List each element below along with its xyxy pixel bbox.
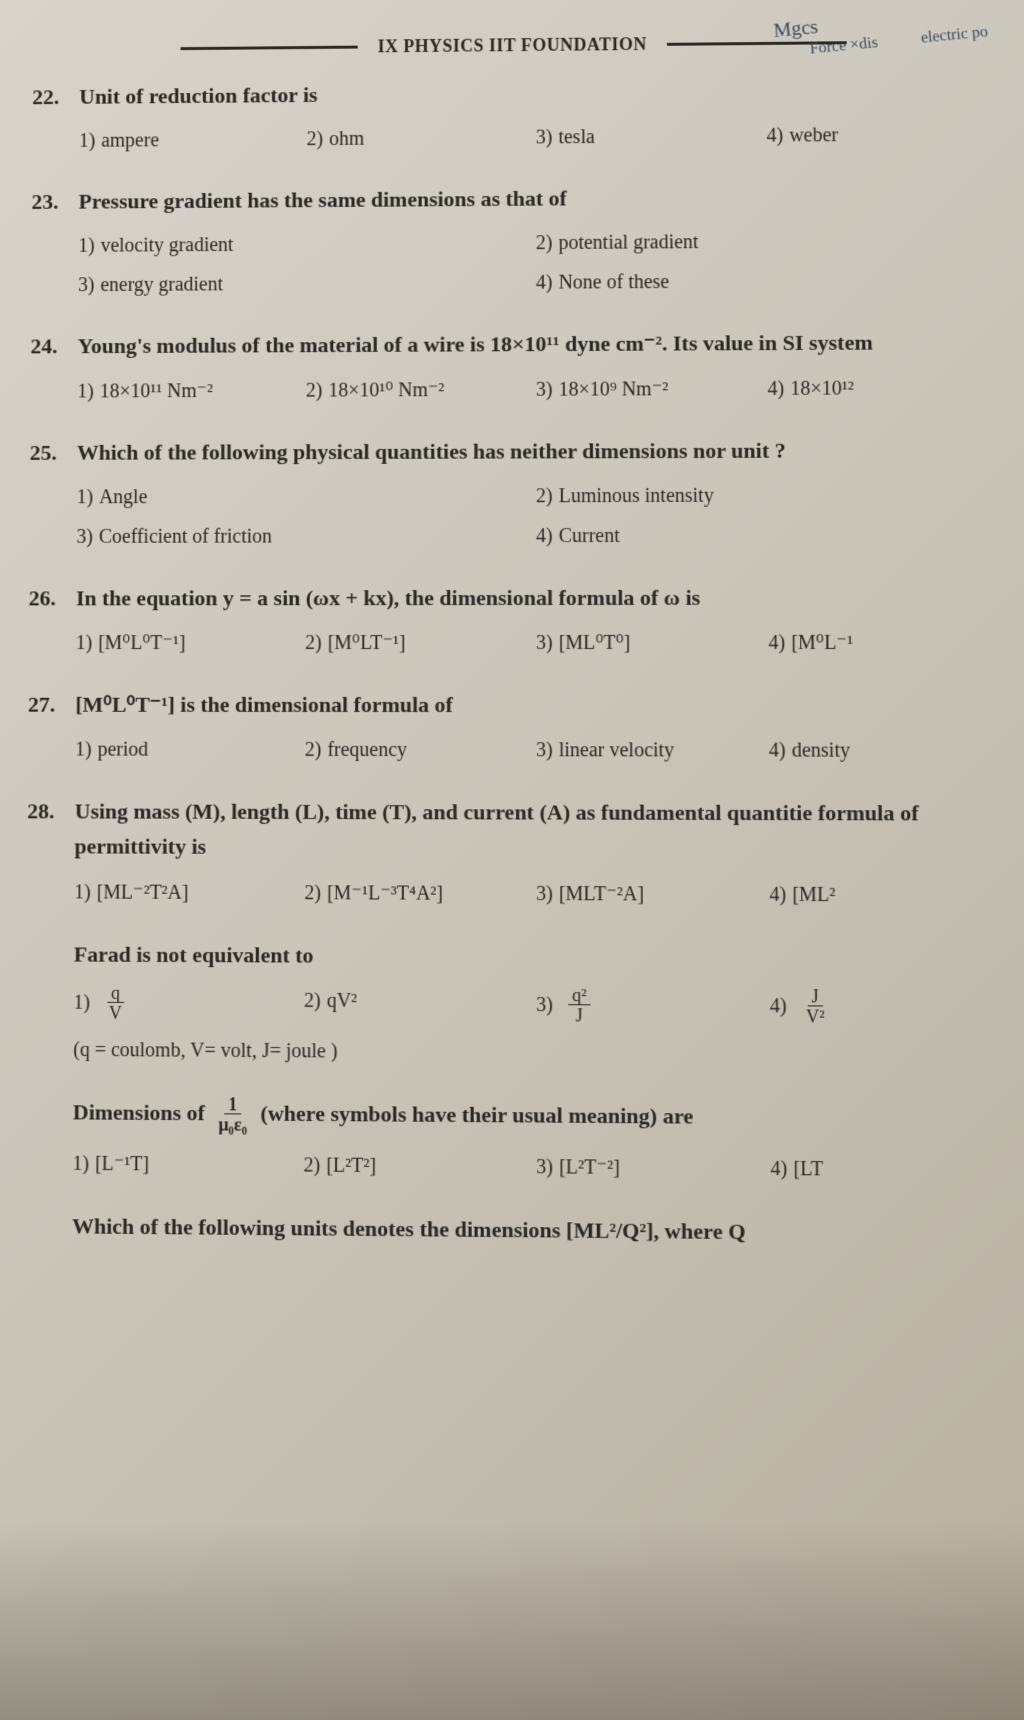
option: 2)[M⁰LT⁻¹]	[305, 627, 536, 659]
rule-left	[181, 46, 358, 51]
question-number: 26.	[29, 580, 63, 615]
page-header: IX PHYSICS IIT FOUNDATION Mgcs Force ×di…	[33, 31, 999, 60]
option: 3)[ML⁰T⁰]	[536, 627, 768, 659]
option: 4) JV²	[770, 987, 1005, 1029]
option: 3) q²J	[536, 986, 770, 1028]
option: 2)qV²	[304, 984, 536, 1026]
question-note: (q = coulomb, V= volt, J= joule )	[25, 1034, 1005, 1072]
option: 2)18×10¹⁰ Nm⁻²	[306, 374, 536, 407]
question-22: 22. Unit of reduction factor is 1)ampere…	[32, 72, 999, 158]
question-text: Using mass (M), length (L), time (T), an…	[74, 794, 1004, 867]
option: 1)Angle	[77, 480, 536, 513]
question-text: Which of the following units denotes the…	[72, 1208, 1007, 1252]
option: 1) qV	[73, 983, 304, 1025]
option: 2)potential gradient	[536, 225, 1000, 260]
option: 3)[MLT⁻²A]	[536, 877, 769, 910]
question-number: 25.	[30, 435, 64, 470]
option: 2)[M⁻¹L⁻³T⁴A²]	[304, 877, 536, 910]
question-text: Young's modulus of the material of a wir…	[78, 324, 1001, 363]
option: 4)None of these	[536, 265, 1000, 299]
fraction: qV	[105, 983, 126, 1024]
question-26: 26. In the equation y = a sin (ωx + kx),…	[28, 579, 1002, 659]
header-title: IX PHYSICS IIT FOUNDATION	[378, 34, 647, 57]
option: 3)linear velocity	[536, 734, 769, 766]
question-text: Unit of reduction factor is	[79, 72, 998, 114]
question-number: 27.	[28, 687, 62, 722]
question-27: 27. [M⁰L⁰T⁻¹] is the dimensional formula…	[28, 687, 1004, 767]
question-text: Which of the following physical quantiti…	[77, 432, 1001, 470]
option: 3)tesla	[536, 120, 767, 153]
question-number: 23.	[31, 184, 65, 219]
handwritten-note-3: electric po	[920, 23, 989, 47]
question-31: Which of the following units denotes the…	[24, 1208, 1007, 1252]
question-text: [M⁰L⁰T⁻¹] is the dimensional formula of	[75, 687, 1003, 723]
option: 4)18×10¹²	[767, 372, 1000, 405]
option: 1)velocity gradient	[78, 228, 536, 262]
question-30: Dimensions of 1 μ₀ε₀ (where symbols have…	[25, 1094, 1007, 1187]
option: 3)energy gradient	[78, 267, 536, 301]
handwritten-note-1: Mgcs	[772, 16, 818, 43]
option: 2)[L²T²]	[304, 1149, 537, 1183]
question-text: Pressure gradient has the same dimension…	[78, 178, 999, 219]
question-number: 28.	[27, 793, 61, 828]
question-number: 22.	[32, 79, 66, 114]
option: 1)ampere	[79, 124, 307, 157]
option: 3)Coefficient of friction	[76, 520, 536, 553]
option: 1)18×10¹¹ Nm⁻²	[77, 374, 306, 407]
option: 4)[M⁰L⁻¹	[768, 627, 1002, 659]
question-text: In the equation y = a sin (ωx + kx), the…	[76, 579, 1002, 615]
question-23: 23. Pressure gradient has the same dimen…	[31, 178, 1000, 302]
fraction: q²J	[568, 986, 591, 1027]
option: 1)[ML⁻²T²A]	[74, 876, 304, 909]
option: 4)density	[769, 735, 1004, 768]
question-number: 24.	[30, 329, 64, 364]
option: 1)[M⁰L⁰T⁻¹]	[76, 627, 305, 659]
option: 4)[LT	[770, 1152, 1006, 1186]
option: 1)period	[75, 734, 305, 766]
fraction: JV²	[802, 987, 829, 1028]
option: 2)Luminous intensity	[536, 479, 1002, 512]
question-29: Farad is not equivalent to 1) qV 2)qV² 3…	[25, 936, 1005, 1072]
option: 3)[L²T⁻²]	[536, 1151, 770, 1185]
option: 2)frequency	[305, 734, 536, 766]
question-25: 25. Which of the following physical quan…	[29, 432, 1002, 553]
question-24: 24. Young's modulus of the material of a…	[30, 324, 1001, 407]
option: 4)[ML²	[769, 878, 1004, 911]
page-shadow	[0, 1520, 1024, 1720]
option: 4)weber	[766, 118, 998, 151]
option: 4)Current	[536, 519, 1002, 552]
question-text: Farad is not equivalent to	[74, 936, 1005, 976]
option: 1)[L⁻¹T]	[72, 1147, 303, 1181]
option: 3)18×10⁹ Nm⁻²	[536, 373, 768, 406]
fraction: 1 μ₀ε₀	[214, 1095, 251, 1136]
question-28: 28. Using mass (M), length (L), time (T)…	[27, 793, 1005, 911]
handwritten-note-2: Force ×dis	[809, 34, 879, 58]
option: 2)ohm	[307, 122, 536, 155]
question-text: Dimensions of 1 μ₀ε₀ (where symbols have…	[73, 1094, 1006, 1141]
